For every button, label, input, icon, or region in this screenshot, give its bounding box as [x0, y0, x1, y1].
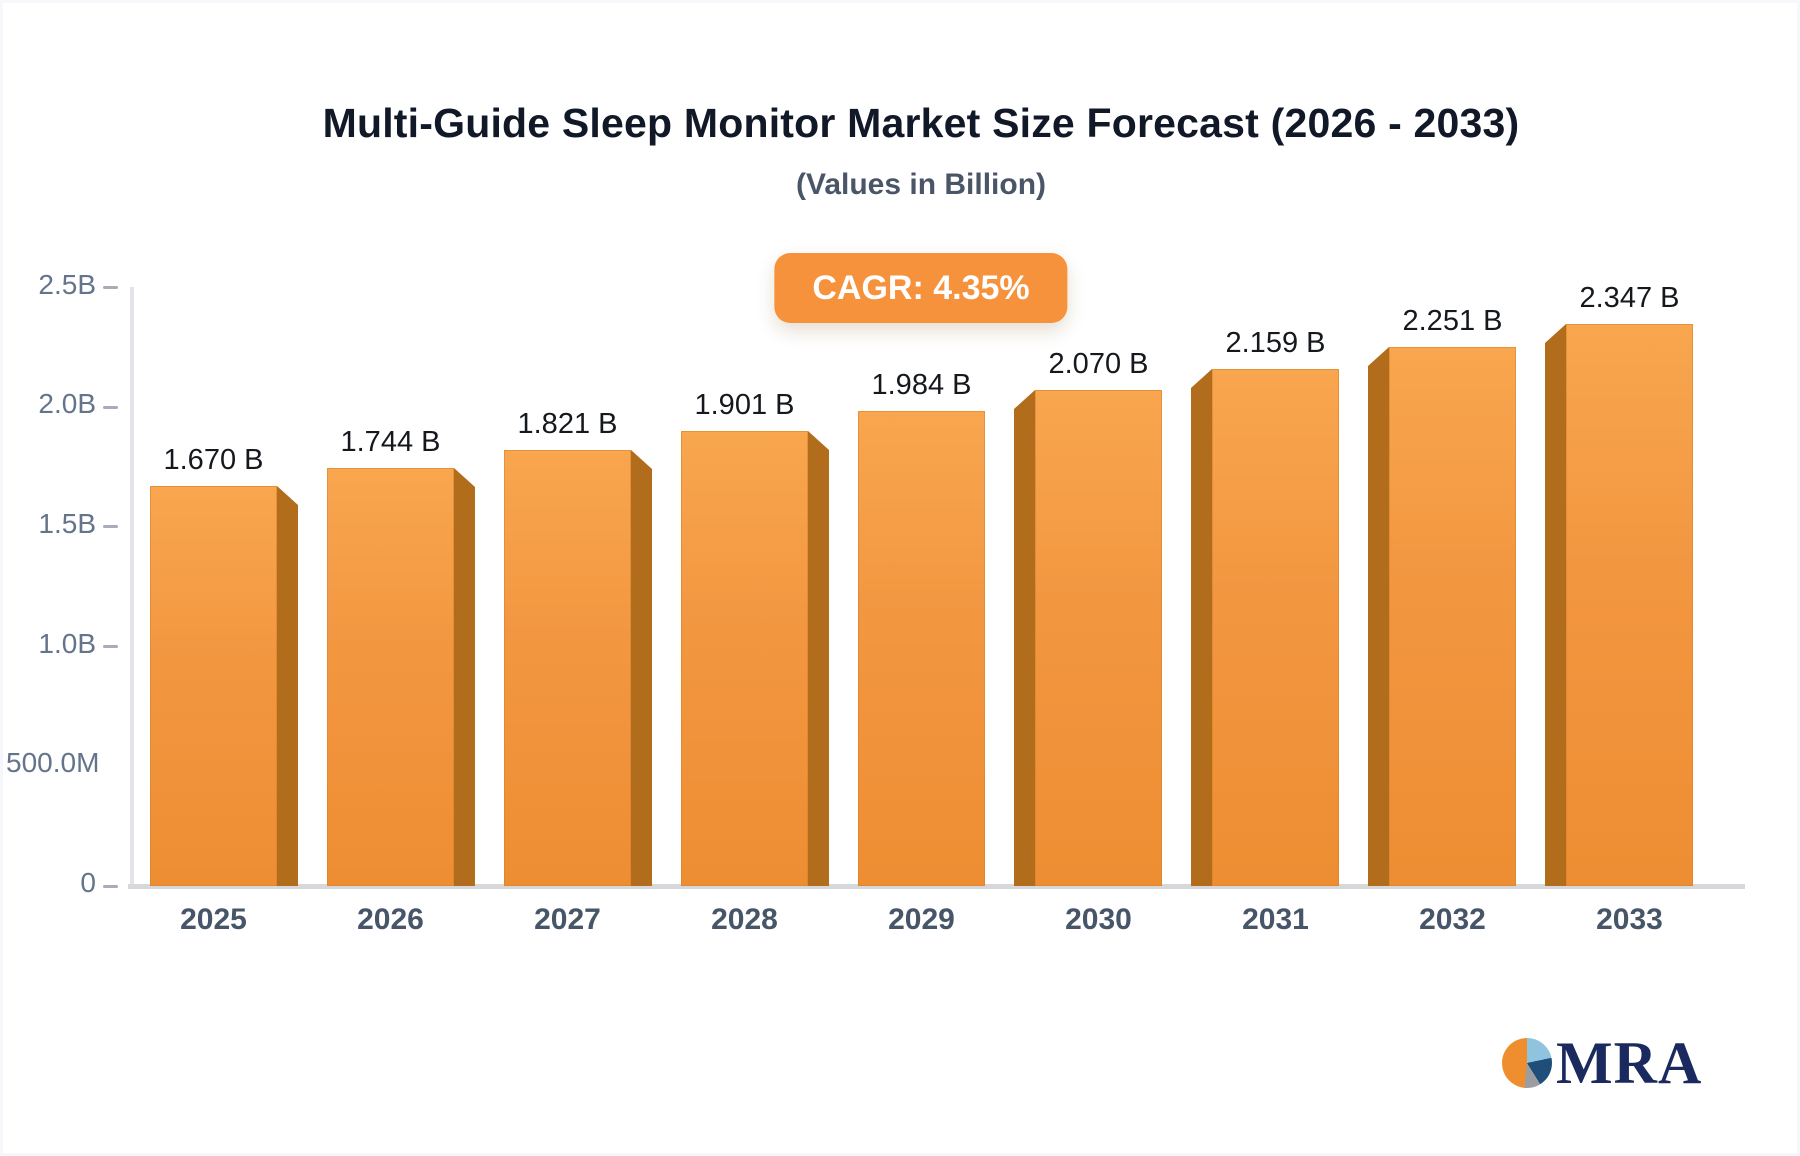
y-axis-tick-label: 1.0B: [38, 627, 96, 659]
bar-value-label: 1.984 B: [871, 369, 972, 401]
bar-value-label: 2.070 B: [1048, 348, 1149, 380]
y-axis-tick-mark: [103, 884, 118, 888]
mra-logo: MRA: [1502, 1030, 1703, 1096]
x-axis-category-label: 2033: [1596, 903, 1663, 936]
x-axis-category-label: 2027: [534, 903, 601, 936]
bar-3d-side: [1191, 369, 1212, 886]
bar: [327, 468, 454, 886]
bar-3d-side: [1368, 347, 1389, 886]
bar: [1566, 324, 1693, 886]
x-axis-category-label: 2031: [1242, 903, 1309, 936]
x-axis-category-label: 2029: [888, 903, 955, 936]
y-axis-tick-label: 1.5B: [38, 507, 96, 539]
page-title: Multi-Guide Sleep Monitor Market Size Fo…: [322, 100, 1520, 146]
x-axis-category-label: 2032: [1419, 903, 1486, 936]
bar-3d-side: [277, 486, 298, 886]
x-axis-category-label: 2026: [357, 903, 424, 936]
y-axis-tick-mark: [103, 286, 118, 289]
cagr-badge: CAGR: 4.35%: [774, 253, 1068, 323]
x-axis-category-label: 2030: [1065, 903, 1132, 936]
page-subtitle: (Values in Billion): [795, 168, 1047, 201]
bar-3d-side: [1014, 390, 1035, 886]
bar-value-label: 1.670 B: [163, 444, 264, 476]
bar: [858, 411, 985, 886]
x-axis-category-label: 2025: [180, 903, 247, 936]
bar-value-label: 1.821 B: [517, 408, 618, 440]
bar-value-label: 1.901 B: [694, 389, 795, 421]
bar: [1035, 390, 1162, 886]
bar-value-label: 2.159 B: [1225, 327, 1326, 359]
y-axis-tick-label: 2.5B: [38, 268, 96, 300]
y-axis-tick-label: 2.0B: [38, 388, 96, 420]
bar: [681, 431, 808, 886]
bar-3d-side: [454, 468, 475, 886]
bar: [1212, 369, 1339, 886]
y-axis-tick-mark: [103, 645, 118, 649]
bar: [504, 450, 631, 886]
bar: [1389, 347, 1516, 886]
bar-3d-side: [808, 431, 829, 886]
bar-value-label: 1.744 B: [340, 426, 441, 458]
pie-chart-logo-icon: [1502, 1038, 1552, 1088]
bar-3d-side: [1545, 324, 1566, 886]
y-axis-tick-label: 0: [80, 867, 96, 898]
x-axis-category-label: 2028: [711, 903, 778, 936]
y-axis-tick-label: 500.0M: [6, 747, 100, 779]
bar-value-label: 2.251 B: [1402, 305, 1503, 337]
bar-value-label: 2.347 B: [1579, 282, 1680, 314]
x-axis-baseline: [128, 884, 1745, 889]
bar: [150, 486, 277, 886]
y-axis-line: [130, 287, 134, 888]
y-axis-tick-mark: [103, 405, 118, 409]
y-axis-tick-mark: [103, 525, 118, 529]
bar-3d-side: [631, 450, 652, 886]
logo-text: MRA: [1556, 1030, 1703, 1096]
